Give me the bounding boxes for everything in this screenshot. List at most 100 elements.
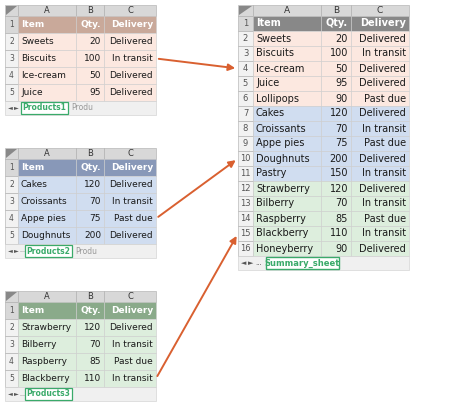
Bar	[104, 193, 156, 210]
Text: 110: 110	[329, 229, 348, 239]
Bar	[104, 33, 156, 50]
Bar	[5, 227, 18, 244]
Bar	[5, 193, 18, 210]
Bar	[321, 151, 351, 166]
Bar	[5, 291, 18, 302]
Bar	[238, 166, 253, 181]
Text: 150: 150	[329, 168, 348, 178]
Bar	[18, 193, 76, 210]
Text: 50: 50	[336, 64, 348, 74]
Bar	[238, 106, 253, 121]
Text: C: C	[377, 6, 383, 15]
Bar	[5, 244, 156, 258]
Bar	[76, 353, 104, 370]
Bar	[104, 353, 156, 370]
Text: Delivered: Delivered	[359, 109, 406, 118]
Text: Cakes: Cakes	[256, 109, 285, 118]
Text: 14: 14	[240, 214, 251, 223]
Text: Delivery: Delivery	[360, 18, 406, 28]
Bar	[104, 227, 156, 244]
Text: Ice-cream: Ice-cream	[256, 64, 304, 74]
Bar	[238, 241, 253, 256]
Text: A: A	[284, 6, 290, 15]
Text: 3: 3	[9, 54, 14, 63]
Bar	[76, 193, 104, 210]
Text: In transit: In transit	[362, 123, 406, 133]
Bar	[5, 176, 18, 193]
Bar	[351, 61, 409, 76]
Text: ◄: ◄	[241, 260, 246, 266]
Text: Past due: Past due	[364, 138, 406, 148]
Bar	[104, 84, 156, 101]
Text: 100: 100	[329, 48, 348, 59]
Text: 4: 4	[243, 64, 248, 73]
Bar	[321, 136, 351, 151]
Bar	[351, 46, 409, 61]
Bar	[351, 106, 409, 121]
Bar	[321, 196, 351, 211]
Bar	[5, 16, 18, 33]
Bar	[321, 61, 351, 76]
Text: Blackberry: Blackberry	[21, 374, 70, 383]
Bar	[76, 159, 104, 176]
Bar	[5, 319, 18, 336]
Text: 2: 2	[9, 37, 14, 46]
Text: 4: 4	[9, 214, 14, 223]
Bar	[5, 353, 18, 370]
Text: In transit: In transit	[112, 340, 153, 349]
Bar	[18, 176, 76, 193]
Polygon shape	[6, 149, 17, 158]
Bar	[5, 336, 18, 353]
Text: 70: 70	[90, 340, 101, 349]
Bar	[5, 210, 18, 227]
Text: Blackberry: Blackberry	[256, 229, 309, 239]
Text: Past due: Past due	[364, 214, 406, 224]
Text: Delivery: Delivery	[111, 20, 153, 29]
Bar	[238, 181, 253, 196]
Bar	[76, 16, 104, 33]
Bar	[321, 241, 351, 256]
Text: ◄: ◄	[8, 248, 13, 253]
Bar	[253, 46, 321, 61]
Bar	[76, 210, 104, 227]
Text: Lollipops: Lollipops	[256, 94, 299, 104]
Text: Delivered: Delivered	[109, 37, 153, 46]
Bar	[25, 388, 72, 400]
Bar	[321, 16, 351, 31]
Text: In transit: In transit	[362, 229, 406, 239]
Text: C: C	[127, 292, 133, 301]
Bar	[5, 148, 18, 159]
Text: A: A	[44, 149, 50, 158]
Text: Delivery: Delivery	[111, 306, 153, 315]
Bar	[76, 336, 104, 353]
Bar	[351, 76, 409, 91]
Bar	[351, 16, 409, 31]
Text: Item: Item	[21, 306, 44, 315]
Bar	[18, 319, 76, 336]
Text: 5: 5	[243, 79, 248, 88]
Text: 2: 2	[9, 323, 14, 332]
Text: Raspberry: Raspberry	[21, 357, 67, 366]
Bar	[18, 16, 76, 33]
Bar	[104, 5, 156, 16]
Text: Raspberry: Raspberry	[256, 214, 306, 224]
Text: Delivered: Delivered	[109, 180, 153, 189]
Text: 50: 50	[90, 71, 101, 80]
Bar	[18, 148, 76, 159]
Text: 2: 2	[9, 180, 14, 189]
Text: 1: 1	[9, 20, 14, 29]
Text: 11: 11	[240, 169, 251, 178]
Text: Produ: Produ	[72, 104, 94, 112]
Bar	[238, 121, 253, 136]
Bar	[18, 370, 76, 387]
Text: Qty.: Qty.	[81, 20, 101, 29]
Bar	[5, 101, 156, 115]
Text: Delivered: Delivered	[359, 153, 406, 163]
Bar	[351, 5, 409, 16]
Bar	[351, 136, 409, 151]
Text: Cakes: Cakes	[21, 180, 48, 189]
Bar	[238, 16, 253, 31]
Bar	[104, 16, 156, 33]
Bar	[5, 33, 18, 50]
Text: ...: ...	[19, 248, 25, 253]
